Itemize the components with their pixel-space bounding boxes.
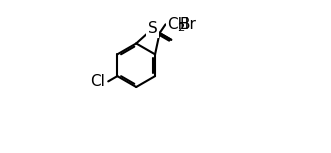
Text: Br: Br bbox=[180, 17, 197, 32]
Text: S: S bbox=[148, 21, 157, 36]
Text: 2: 2 bbox=[177, 23, 184, 33]
Text: Cl: Cl bbox=[90, 74, 105, 89]
Text: CH: CH bbox=[167, 17, 189, 32]
